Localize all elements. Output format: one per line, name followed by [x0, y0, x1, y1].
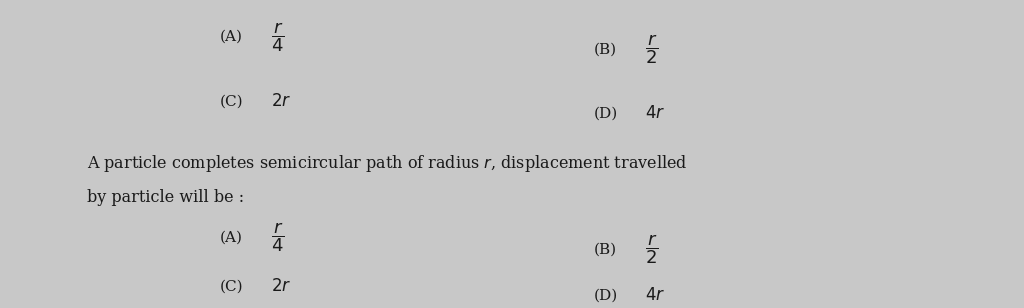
Text: $\dfrac{r}{2}$: $\dfrac{r}{2}$ [645, 233, 658, 266]
Text: $4r$: $4r$ [645, 287, 666, 304]
Text: (C): (C) [220, 95, 244, 109]
Text: (C): (C) [220, 279, 244, 294]
Text: A particle completes semicircular path of radius $r$, displacement travelled: A particle completes semicircular path o… [87, 153, 687, 174]
Text: $4r$: $4r$ [645, 105, 666, 123]
Text: (B): (B) [594, 42, 617, 56]
Text: (A): (A) [220, 230, 243, 244]
Text: $2r$: $2r$ [271, 93, 292, 110]
Text: $\dfrac{r}{4}$: $\dfrac{r}{4}$ [271, 20, 285, 54]
Text: (D): (D) [594, 107, 618, 121]
Text: (B): (B) [594, 242, 617, 257]
Text: $2r$: $2r$ [271, 278, 292, 295]
Text: by particle will be :: by particle will be : [87, 188, 244, 206]
Text: $\dfrac{r}{4}$: $\dfrac{r}{4}$ [271, 220, 285, 254]
Text: $\dfrac{r}{2}$: $\dfrac{r}{2}$ [645, 32, 658, 66]
Text: (D): (D) [594, 289, 618, 303]
Text: (A): (A) [220, 30, 243, 44]
